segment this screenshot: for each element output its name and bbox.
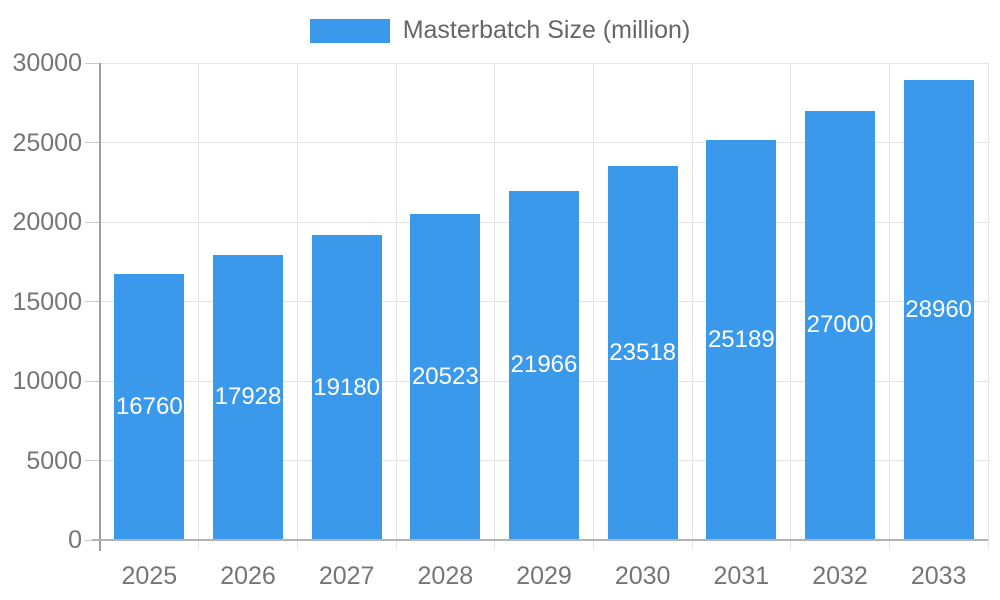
bar[interactable]: 21966 [509,190,579,540]
x-axis-tick-label: 2033 [910,562,967,590]
bar[interactable]: 19180 [311,235,382,540]
legend[interactable]: Masterbatch Size (million) [0,16,1000,45]
y-tick [85,142,100,143]
x-axis-line [92,539,988,541]
y-axis-tick-label: 30000 [12,49,82,77]
legend-label: Masterbatch Size (million) [402,16,691,44]
y-tick [85,460,100,461]
y-axis-tick-label: 20000 [12,208,82,236]
bar[interactable]: 25189 [706,139,777,540]
bar-value-label: 23518 [609,339,677,367]
y-axis-line [99,63,101,551]
x-axis-tick-label: 2032 [812,562,868,590]
bar[interactable]: 20523 [410,213,481,540]
bar-value-label: 28960 [905,295,973,323]
bar-value-label: 25189 [707,325,775,353]
y-gridline [100,142,988,143]
legend-swatch [309,18,390,43]
x-axis-tick-label: 2028 [417,562,474,590]
x-gridline [395,63,397,549]
bar-value-label: 21966 [510,351,578,379]
bar-value-label: 17928 [214,383,282,411]
y-gridline [100,62,988,64]
x-gridline [296,63,298,549]
bar[interactable]: 17928 [213,254,283,540]
bar-value-label: 20523 [411,362,479,390]
y-axis-tick-label: 10000 [12,367,82,395]
x-gridline [198,63,200,549]
x-gridline [790,63,792,549]
y-axis-tick-label: 25000 [12,128,82,157]
x-axis-tick-label: 2025 [121,562,178,590]
bar[interactable]: 16760 [114,273,185,540]
x-axis-tick-label: 2031 [713,562,770,590]
x-axis-tick-label: 2026 [220,562,276,590]
x-axis-tick-label: 2029 [516,562,572,590]
bar[interactable]: 27000 [805,110,875,540]
x-gridline [888,63,890,549]
y-axis-tick-label: 15000 [12,287,82,316]
x-gridline [691,63,693,549]
y-tick [85,301,100,302]
x-axis-tick-label: 2030 [614,562,671,590]
y-tick [85,221,100,223]
bar[interactable]: 28960 [903,79,974,540]
y-tick [85,62,100,64]
bar[interactable]: 23518 [607,166,678,540]
y-tick [85,380,100,382]
bar-value-label: 16760 [115,392,183,420]
x-gridline [494,63,496,549]
y-axis-tick-label: 5000 [26,446,82,475]
plot-area: 16760 17928 19180 20523 21966 23518 25189 27000… [100,62,989,549]
x-gridline [987,63,989,549]
bar-value-label: 19180 [313,373,381,401]
x-axis-tick-label: 2027 [318,562,375,590]
bar-value-label: 27000 [806,311,874,339]
x-gridline [592,63,594,549]
y-axis-tick-label: 0 [68,526,82,554]
